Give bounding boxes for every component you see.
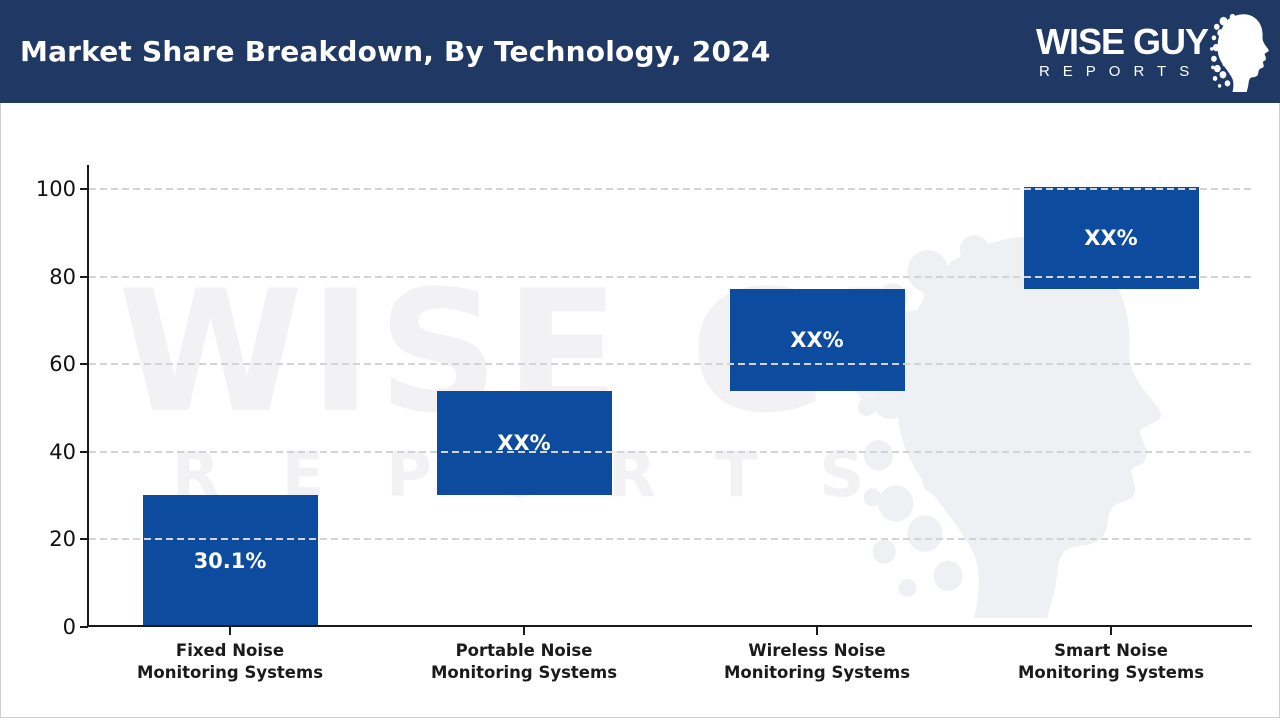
x-tick-label: Smart Noise Monitoring Systems — [996, 640, 1226, 684]
y-tick-label: 20 — [49, 527, 76, 552]
logo-reports-text: REPORTS — [1038, 63, 1203, 80]
gridline — [89, 363, 1252, 366]
page-title: Market Share Breakdown, By Technology, 2… — [20, 35, 771, 68]
gridline — [89, 188, 1252, 190]
x-axis-tick — [816, 627, 818, 635]
y-tick-label: 60 — [49, 352, 76, 377]
bar — [436, 390, 612, 496]
y-axis-tick — [80, 538, 88, 541]
x-tick-label-line: Monitoring Systems — [723, 663, 911, 682]
bar — [142, 495, 318, 627]
x-tick-label-line: Monitoring Systems — [430, 663, 618, 682]
x-tick-label-line: Monitoring Systems — [136, 663, 324, 682]
y-tick-label: 100 — [35, 177, 76, 201]
x-tick-label-line: Portable Noise — [455, 641, 593, 660]
x-axis-tick — [229, 627, 231, 635]
x-tick-label: Portable Noise Monitoring Systems — [409, 640, 639, 684]
x-axis — [87, 625, 1252, 627]
y-tick-label: 0 — [62, 615, 76, 639]
x-tick-label: Fixed Noise Monitoring Systems — [115, 640, 345, 684]
gridline — [89, 450, 1252, 453]
y-axis-tick — [80, 363, 88, 366]
logo-wiseguy-text: WISE GUY — [1035, 21, 1209, 62]
header-bar: Market Share Breakdown, By Technology, 2… — [0, 0, 1280, 103]
logo-text: WISE GUY REPORTS — [1035, 21, 1209, 81]
bar-value-label: 30.1% — [193, 549, 267, 574]
y-axis-tick — [80, 275, 88, 278]
y-axis-tick — [80, 626, 88, 628]
x-tick-label-line: Monitoring Systems — [1017, 663, 1205, 682]
y-axis-tick — [80, 450, 88, 453]
x-axis-tick — [1110, 627, 1112, 635]
bar-value-label: XX% — [1084, 225, 1138, 250]
y-axis-tick — [80, 188, 88, 190]
x-tick-label-line: Wireless Noise — [748, 641, 886, 660]
gridline — [89, 538, 1252, 541]
x-tick-label-line: Smart Noise — [1054, 641, 1168, 660]
x-axis-tick — [523, 627, 525, 635]
y-tick-label: 80 — [49, 264, 76, 289]
x-tick-label: Wireless Noise Monitoring Systems — [702, 640, 932, 684]
bar-value-label: XX% — [790, 327, 844, 352]
bar-value-label: XX% — [497, 431, 551, 456]
wise-guy-reports-logo: WISE GUY REPORTS — [1036, 0, 1272, 103]
y-axis — [87, 165, 89, 627]
y-tick-label: 40 — [49, 439, 76, 464]
x-tick-label-line: Fixed Noise — [175, 641, 285, 660]
gridline — [89, 275, 1252, 278]
logo-head-icon — [1210, 13, 1269, 92]
